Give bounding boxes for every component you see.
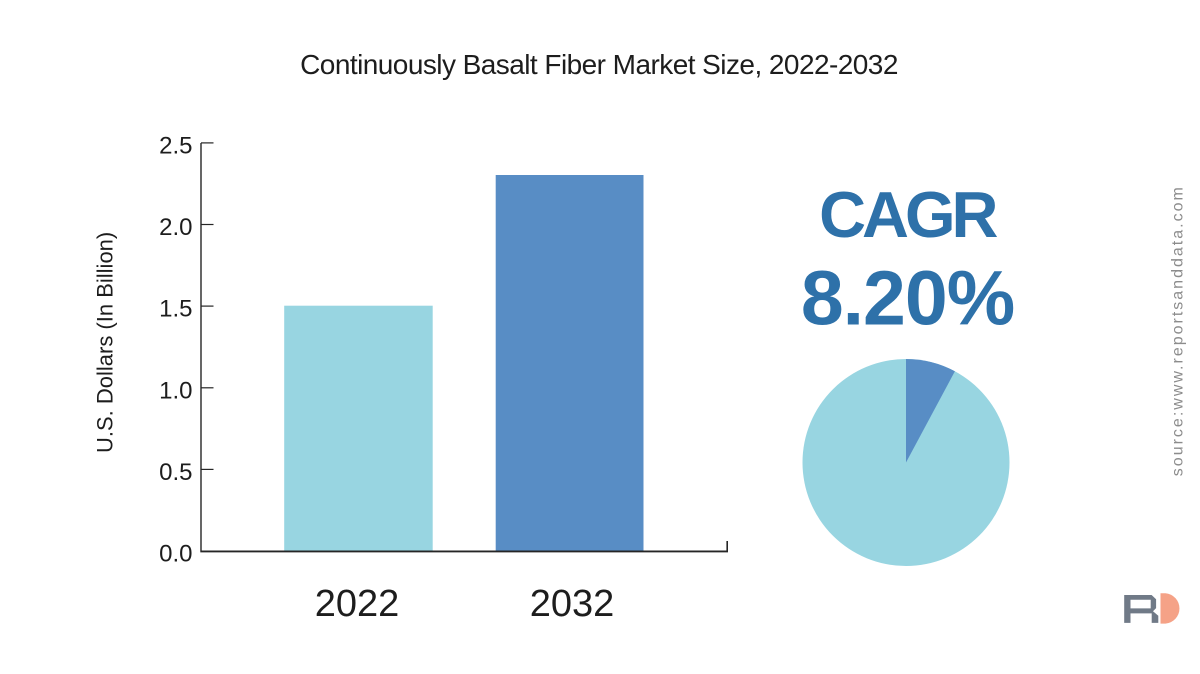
svg-text:8.20%: 8.20% — [801, 255, 1014, 341]
svg-text:2032: 2032 — [530, 583, 615, 625]
svg-text:Continuously Basalt Fiber Mark: Continuously Basalt Fiber Market Size, 2… — [300, 49, 898, 80]
svg-text:2.5: 2.5 — [159, 133, 192, 160]
svg-text:CAGR: CAGR — [819, 178, 997, 251]
svg-text:U.S. Dollars (In Billion): U.S. Dollars (In Billion) — [93, 232, 118, 453]
svg-text:0.5: 0.5 — [159, 459, 192, 486]
svg-text:2022: 2022 — [315, 583, 400, 625]
svg-text:2.0: 2.0 — [159, 214, 192, 241]
svg-text:0.0: 0.0 — [159, 541, 192, 568]
svg-text:source:www.reportsanddata.com: source:www.reportsanddata.com — [1170, 185, 1187, 476]
svg-text:1.0: 1.0 — [159, 377, 192, 404]
svg-text:1.5: 1.5 — [159, 296, 192, 323]
